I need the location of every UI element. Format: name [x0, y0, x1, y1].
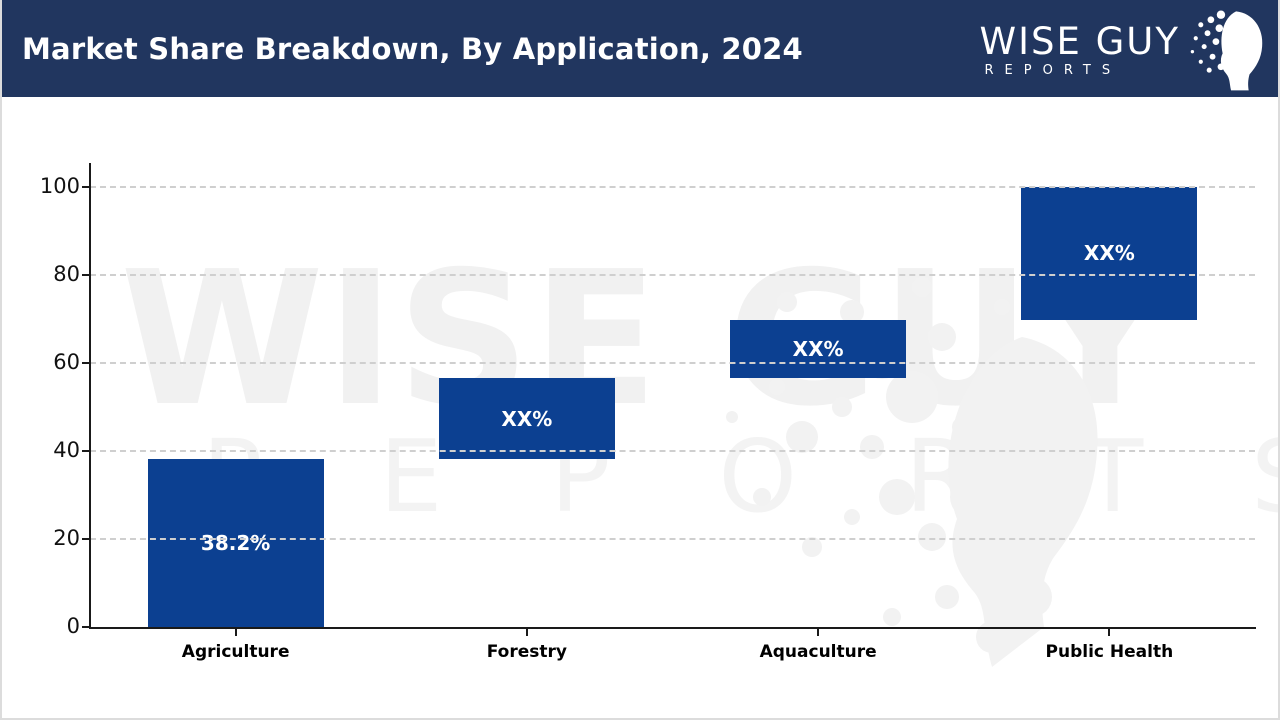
gridline [90, 450, 1255, 452]
header-bar: Market Share Breakdown, By Application, … [2, 0, 1278, 97]
gridline [90, 186, 1255, 188]
y-tick-label: 80 [53, 262, 80, 286]
y-tick-mark [82, 626, 89, 628]
y-tick-label: 20 [53, 526, 80, 550]
y-tick-label: 0 [66, 614, 80, 638]
gridline [90, 274, 1255, 276]
gridline [90, 362, 1255, 364]
logo-wordmark: WISE GUY REPORTS [979, 20, 1180, 78]
x-tick-mark [525, 629, 528, 636]
y-tick-mark [82, 538, 89, 540]
x-axis-label: Aquaculture [759, 642, 877, 662]
bar: XX% [730, 319, 907, 379]
y-tick-mark [82, 274, 89, 276]
bar-value-label: XX% [1083, 241, 1135, 266]
y-tick-label: 40 [53, 438, 80, 462]
bar-value-label: XX% [792, 337, 844, 362]
x-tick-mark [234, 629, 237, 636]
bar: 38.2% [147, 458, 324, 627]
x-axis-label: Public Health [1045, 642, 1174, 662]
bar: XX% [438, 378, 615, 459]
x-axis-label: Forestry [486, 642, 567, 662]
y-tick-mark [82, 186, 89, 188]
y-tick-label: 60 [53, 350, 80, 374]
wise-guy-reports-logo: WISE GUY REPORTS [980, 8, 1268, 92]
dotted-face-profile-icon [1190, 10, 1263, 91]
chart-area: WISE GUY R E P O R T S 0 20 40 60 80 100 38.2% [2, 97, 1280, 718]
x-axis-label: Agriculture [181, 642, 290, 662]
page-title: Market Share Breakdown, By Application, … [22, 31, 803, 66]
y-tick-mark [82, 450, 89, 452]
plot-area: 0 20 40 60 80 100 38.2% Agriculture XX% Forestry X… [2, 97, 1278, 718]
x-tick-mark [1108, 629, 1111, 636]
logo-wordmark-line1: WISE GUY [979, 20, 1180, 64]
bar-value-label: XX% [501, 406, 553, 431]
watermark-text-line2: R E P O R T S [202, 418, 1280, 535]
gridline [90, 538, 1255, 540]
y-tick-label: 100 [39, 174, 80, 198]
x-axis-line [89, 627, 1256, 629]
y-axis-line [89, 163, 91, 629]
bar-value-label: 38.2% [200, 530, 271, 555]
bar: XX% [1021, 187, 1198, 320]
y-tick-mark [82, 362, 89, 364]
logo-wordmark-line2: REPORTS [984, 62, 1122, 78]
x-tick-mark [817, 629, 820, 636]
